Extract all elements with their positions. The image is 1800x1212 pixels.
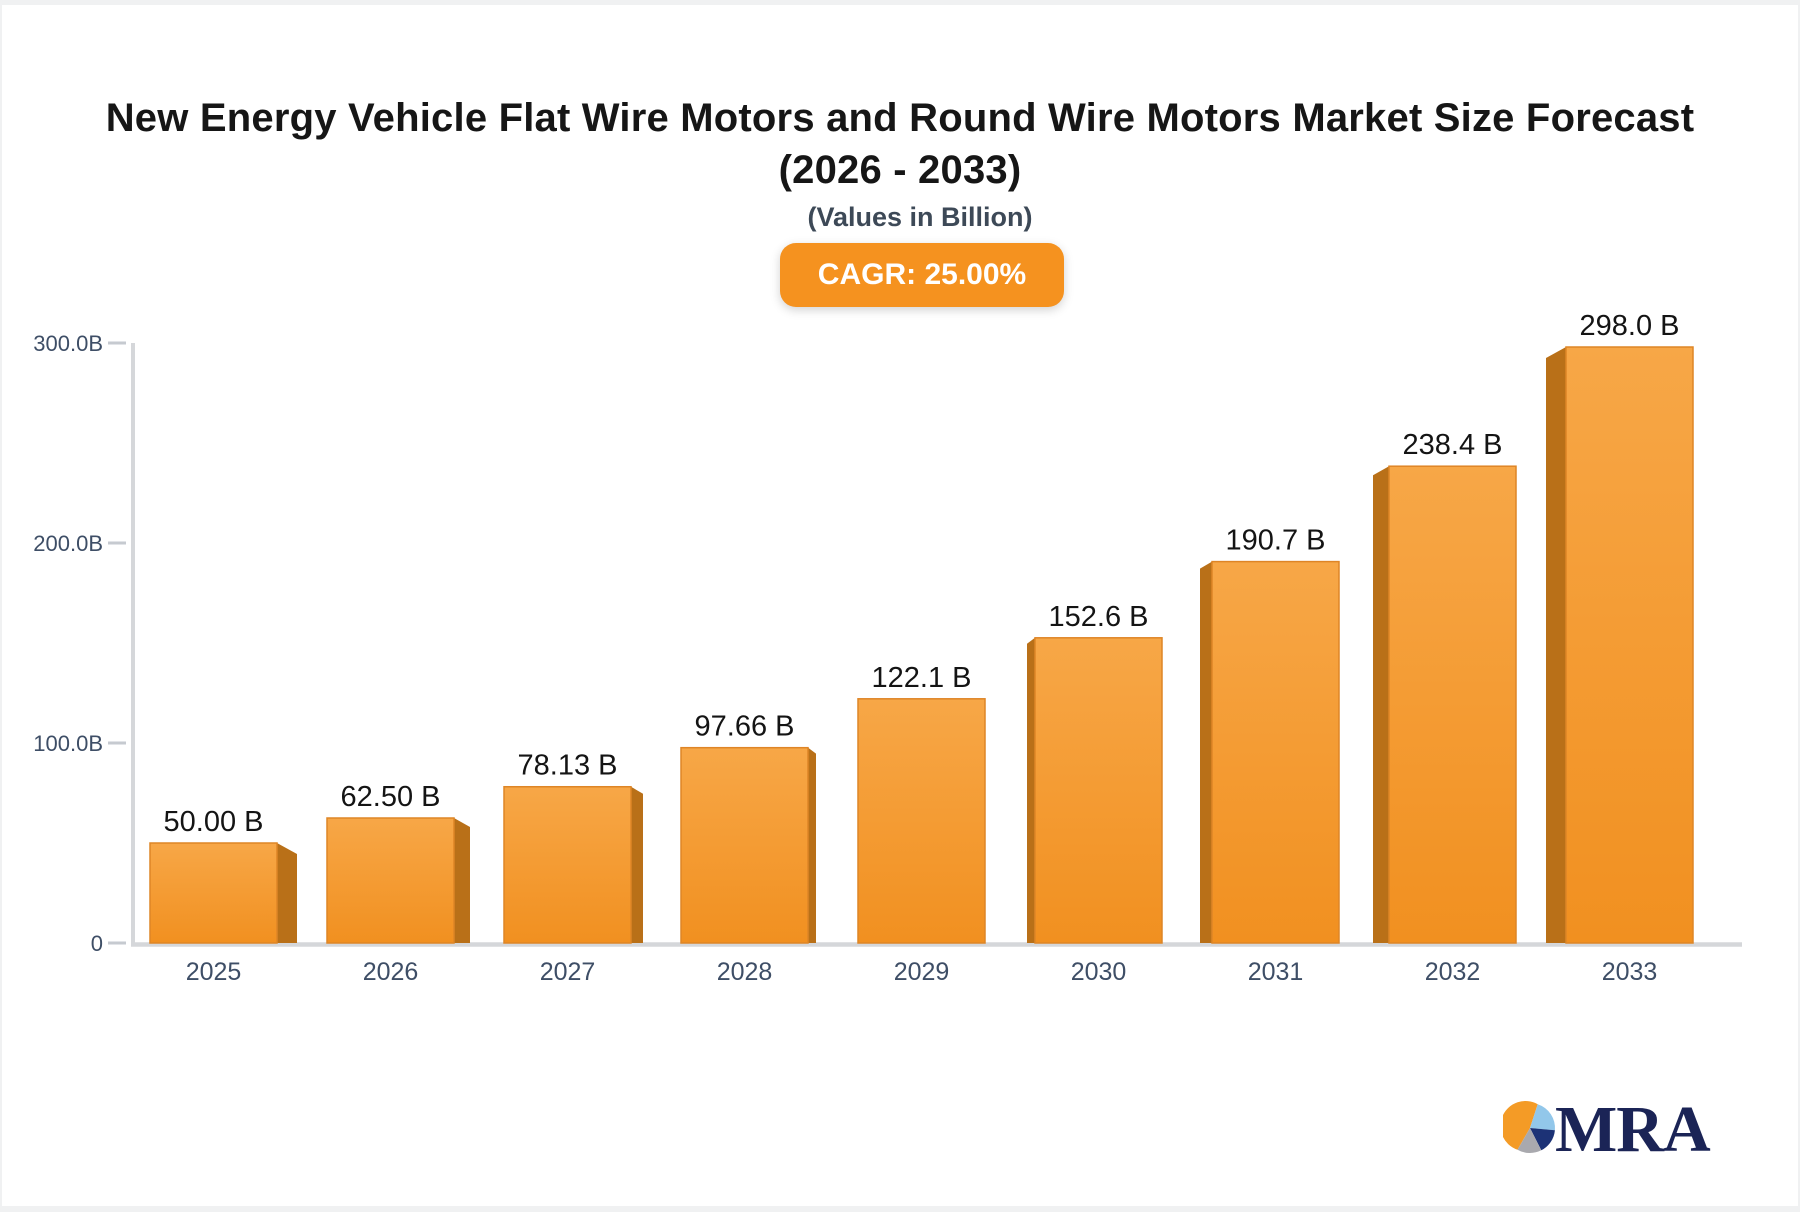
bar-side-2028 xyxy=(808,747,816,943)
bar-2029 xyxy=(857,698,986,944)
bar-side-2030 xyxy=(1027,637,1035,943)
window-edge-left xyxy=(0,0,2,1212)
chart-title-range: (2026 - 2033) xyxy=(778,148,1022,192)
bar-2031 xyxy=(1211,560,1340,944)
chart-subtitle: (Values in Billion) xyxy=(807,202,1033,232)
chart-title-main: New Energy Vehicle Flat Wire Motors and … xyxy=(105,96,1695,140)
x-axis-label: 2031 xyxy=(1248,958,1304,986)
y-axis-label: 200.0B xyxy=(33,531,103,556)
x-axis-label: 2033 xyxy=(1602,958,1658,986)
bar-2030 xyxy=(1034,637,1163,944)
bar-value-label: 62.50 B xyxy=(341,781,441,813)
bar-value-label: 298.0 B xyxy=(1580,310,1680,342)
bar-side-2025 xyxy=(277,843,297,943)
y-axis-label: 300.0B xyxy=(33,331,103,356)
cagr-badge-wrap: CAGR: 25.00% xyxy=(22,243,1800,307)
bar-2027 xyxy=(503,785,632,944)
logo-pie-slice-grey xyxy=(1517,1128,1542,1154)
x-axis-label: 2029 xyxy=(894,958,950,986)
x-axis-label: 2025 xyxy=(186,958,242,986)
bar-2033 xyxy=(1565,346,1694,944)
logo-pie-slice-lightblue xyxy=(1530,1104,1555,1131)
bar-value-label: 50.00 B xyxy=(164,806,264,838)
y-axis-label: 0 xyxy=(91,931,103,956)
bar-value-label: 152.6 B xyxy=(1049,601,1149,633)
bar-side-2031 xyxy=(1200,561,1212,943)
bar-side-2027 xyxy=(631,786,643,943)
window-edge-bottom xyxy=(0,1206,1800,1212)
y-axis-label: 100.0B xyxy=(33,731,103,756)
mra-logo: MRA xyxy=(1503,1093,1712,1162)
x-axis-label: 2027 xyxy=(540,958,596,986)
bar-side-2033 xyxy=(1546,347,1566,943)
window-edge-top xyxy=(0,0,1800,5)
bar-value-label: 238.4 B xyxy=(1403,429,1503,461)
bar-value-label: 190.7 B xyxy=(1226,525,1326,557)
logo-text: MRA xyxy=(1555,1093,1711,1162)
bar-side-2032 xyxy=(1373,466,1389,943)
bar-side-2026 xyxy=(454,818,470,943)
x-axis-label: 2032 xyxy=(1425,958,1481,986)
bar-2025 xyxy=(149,842,278,944)
cagr-badge: CAGR: 25.00% xyxy=(779,243,1065,307)
window-edge-right xyxy=(1798,0,1800,1212)
bar-value-label: 122.1 B xyxy=(872,662,972,694)
bar-2026 xyxy=(326,817,455,944)
bar-value-label: 97.66 B xyxy=(695,711,795,743)
logo-pie-slice-navy xyxy=(1530,1128,1555,1151)
x-axis-label: 2028 xyxy=(717,958,773,986)
chart-header: New Energy Vehicle Flat Wire Motors and … xyxy=(0,92,1800,307)
x-axis-label: 2026 xyxy=(363,958,419,986)
bar-2028 xyxy=(680,746,809,944)
bar-value-label: 78.13 B xyxy=(518,750,618,782)
bar-2032 xyxy=(1388,465,1517,944)
logo-pie-slice-orange xyxy=(1503,1101,1538,1150)
x-axis-label: 2030 xyxy=(1071,958,1127,986)
